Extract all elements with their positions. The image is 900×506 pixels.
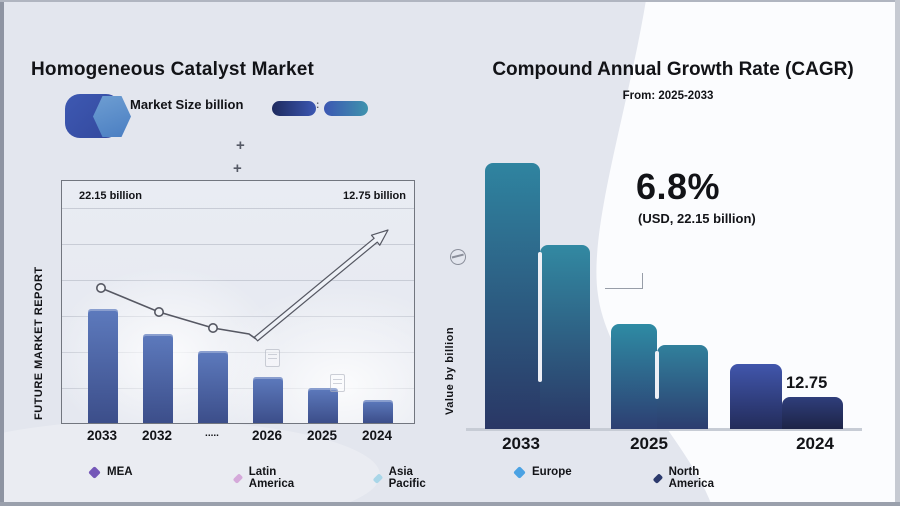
clipboard-ghost-icon [330,374,345,392]
category-label: 2026 [251,428,283,443]
cagr-value: 6.8% [636,166,721,207]
market-size-label: Market Size billion [130,97,244,112]
right-chart-axis-line [466,428,862,431]
legend-diamond-icon [652,472,663,484]
bar [308,388,338,423]
legend-label: MEA [107,466,133,478]
left-annotation: 22.15 billion [79,190,142,202]
legend-item: Asia Pacific [372,466,429,490]
category-label: ..... [205,428,219,439]
bar [540,245,590,429]
bar [88,309,118,423]
bar [143,334,173,423]
gridline [62,244,414,245]
gradient-pill-right [324,101,368,116]
category-label: 2032 [141,428,173,443]
legend-label: Latin America [248,466,295,490]
gridline [62,280,414,281]
bar [485,163,540,429]
legend-item: North America [652,466,717,490]
legend-item: MEA [88,465,133,479]
left-chart-y-axis-label: FUTURE MARKET REPORT [33,266,45,420]
page-title: Homogeneous Catalyst Market [31,59,315,80]
bar [782,397,843,429]
legend-diamond-icon [88,465,101,479]
bar [253,377,283,423]
bar-gap [538,252,542,382]
category-label: 2033 [502,434,540,453]
category-label: 2024 [796,434,834,453]
bar [657,345,708,429]
pill-separator: : [316,100,320,111]
trend-line-arrow [95,229,389,342]
cagr-title: Compound Annual Growth Rate (CAGR) [492,59,854,80]
legend-item: Europe [513,465,572,479]
bar [198,351,228,423]
bar [730,364,782,429]
legend-diamond-icon [232,472,244,484]
right-chart-y-axis-label: Value by billion [444,326,456,415]
category-label: 2033 [86,428,118,443]
legend-diamond-icon [372,472,383,484]
right-annotation: 12.75 billion [343,190,406,202]
gradient-pill-left [272,101,316,116]
cagr-period: From: 2025-2033 [622,90,714,102]
legend-diamond-icon [513,465,526,479]
clipboard-ghost-icon [265,349,280,367]
bar [611,324,657,429]
category-label: 2025 [630,434,668,453]
legend-item: Latin America [232,466,297,490]
left-chart-plot-area: 22.15 billion 12.75 billion [61,180,415,424]
plus-icon: + [236,137,245,154]
legend-label: Europe [532,466,572,478]
logo-hexagon-icon [93,96,131,137]
left-chart-x-axis: 2033 2032..... 2026 2025 2024 [61,428,413,450]
legend-label: Asia Pacific [388,466,426,490]
legend-label: North America [668,466,714,490]
cagr-detail: (USD, 22.15 billion) [638,211,756,226]
plus-icon: + [233,160,242,177]
gridline [62,208,414,209]
bar [363,400,393,423]
category-label: 2025 [306,428,338,443]
bar-gap [655,351,659,399]
corner-bracket-shape [605,273,643,289]
category-label: 2024 [361,428,393,443]
value-label-2024: 12.75 [786,374,828,392]
